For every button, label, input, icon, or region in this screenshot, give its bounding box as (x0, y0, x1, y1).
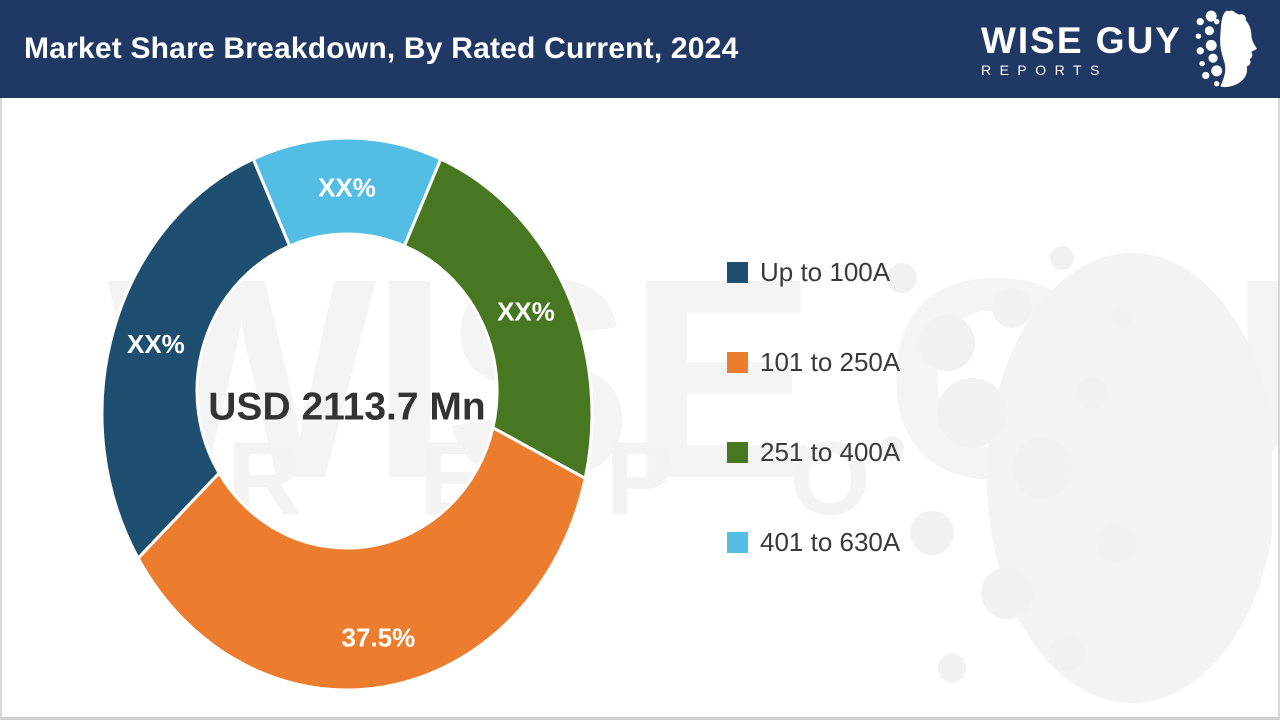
slice-percentage-label: XX% (497, 296, 555, 326)
legend-label: 251 to 400A (760, 437, 901, 467)
legend-swatch (727, 531, 748, 553)
header: Market Share Breakdown, By Rated Current… (0, 0, 1280, 98)
legend-label: Up to 100A (760, 257, 891, 287)
legend-item-up-to-100a: Up to 100A (727, 257, 891, 287)
legend-item-251-to-400a: 251 to 400A (727, 437, 901, 467)
legend-item-101-to-250a: 101 to 250A (727, 347, 901, 377)
page-title: Market Share Breakdown, By Rated Current… (24, 32, 739, 65)
slice-percentage-label: 37.5% (342, 623, 416, 653)
legend-label: 101 to 250A (760, 347, 901, 377)
brand-logo-text: WISE GUY REPORTS (981, 22, 1182, 77)
donut-slice-101-to-250a (136, 425, 587, 692)
donut-slice-251-to-400a (402, 156, 594, 481)
donut-slice-up-to-100a (100, 156, 292, 561)
donut-center-value: USD 2113.7 Mn (208, 386, 485, 429)
legend-item-401-to-630a: 401 to 630A (727, 527, 901, 557)
slice-percentage-label: XX% (318, 173, 376, 203)
slice-percentage-label: XX% (127, 329, 185, 359)
legend-label: 401 to 630A (760, 527, 901, 557)
legend-swatch (727, 261, 748, 283)
legend-swatch (727, 441, 748, 463)
brand-logo: WISE GUY REPORTS (981, 7, 1262, 91)
dotted-face-profile-icon (1195, 10, 1257, 88)
legend-swatch (727, 351, 748, 373)
brand-subtitle: REPORTS (980, 61, 1108, 78)
brand-name: WISE GUY (980, 19, 1182, 61)
